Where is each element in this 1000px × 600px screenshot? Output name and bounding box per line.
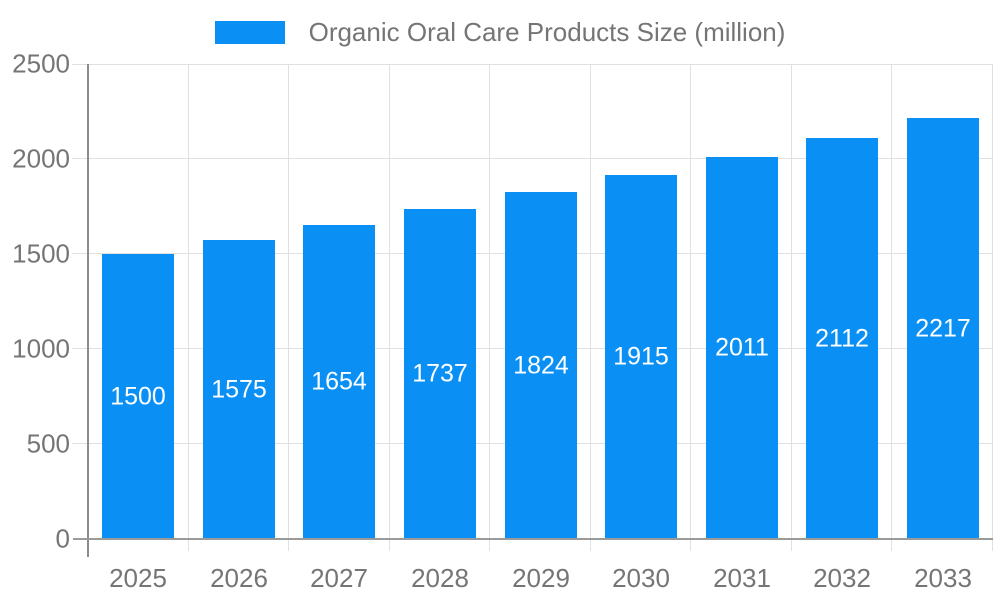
bar-2030[interactable]: 1915 [605, 175, 677, 539]
x-axis-baseline [73, 538, 993, 540]
gridline-horizontal [88, 158, 993, 159]
bar-2027[interactable]: 1654 [303, 225, 375, 539]
bar-2028[interactable]: 1737 [404, 209, 476, 539]
y-axis-tick [72, 158, 88, 159]
legend: Organic Oral Care Products Size (million… [0, 17, 1000, 48]
y-axis-label: 1500 [12, 238, 70, 269]
x-axis-label-2025: 2025 [109, 563, 167, 593]
gridline-horizontal [88, 64, 993, 65]
bar-value-label: 2217 [915, 314, 971, 342]
legend-item-series[interactable]: Organic Oral Care Products Size (million… [214, 17, 786, 48]
y-axis-tick [72, 443, 88, 444]
bar-2032[interactable]: 2112 [806, 138, 878, 539]
gridline-vertical [791, 64, 792, 551]
bar-value-label: 1500 [110, 382, 166, 410]
x-axis-label-2032: 2032 [813, 563, 871, 593]
gridline-vertical [690, 64, 691, 551]
x-axis-label-2031: 2031 [713, 563, 771, 593]
x-axis-label-2027: 2027 [310, 563, 368, 593]
plot-area: 0 500 1000 1500 2000 2500 1500 2025 1575 2026 1654… [12, 49, 993, 593]
y-axis-label: 2500 [12, 48, 70, 79]
x-axis-label-2026: 2026 [210, 563, 268, 593]
gridline-vertical [590, 64, 591, 551]
bar-2029[interactable]: 1824 [505, 192, 577, 539]
x-axis-label-2030: 2030 [612, 563, 670, 593]
bar-value-label: 1824 [513, 351, 569, 379]
y-axis-tick [72, 348, 88, 349]
bar-value-label: 2112 [815, 324, 869, 352]
gridline-vertical [992, 64, 993, 551]
legend-label: Organic Oral Care Products Size (million… [308, 17, 786, 47]
bar-value-label: 1737 [412, 359, 468, 388]
legend-swatch [214, 21, 285, 44]
y-axis-label: 1000 [12, 333, 70, 364]
gridline-vertical [489, 64, 490, 551]
gridline-vertical [891, 64, 892, 551]
x-axis-label-2029: 2029 [512, 563, 570, 593]
bar-2025[interactable]: 1500 [102, 254, 174, 539]
bar-value-label: 1654 [311, 367, 367, 396]
gridline-vertical [188, 64, 189, 551]
bar-value-label: 2011 [715, 333, 769, 362]
bar-2033[interactable]: 2217 [907, 118, 979, 539]
y-axis-tick [72, 253, 88, 254]
bar-value-label: 1575 [211, 375, 267, 403]
x-axis-label-2033: 2033 [914, 563, 972, 593]
bar-2031[interactable]: 2011 [706, 157, 778, 539]
y-axis-label: 2000 [12, 143, 70, 174]
y-axis-label: 0 [55, 523, 70, 554]
gridline-vertical [389, 64, 390, 551]
gridline-vertical [288, 64, 289, 551]
x-axis-label-2028: 2028 [411, 563, 469, 593]
bar-2026[interactable]: 1575 [203, 240, 275, 539]
bar-value-label: 1915 [613, 342, 669, 371]
y-axis-tick [72, 64, 88, 65]
y-axis-line [87, 64, 89, 557]
y-axis-label: 500 [26, 428, 70, 459]
